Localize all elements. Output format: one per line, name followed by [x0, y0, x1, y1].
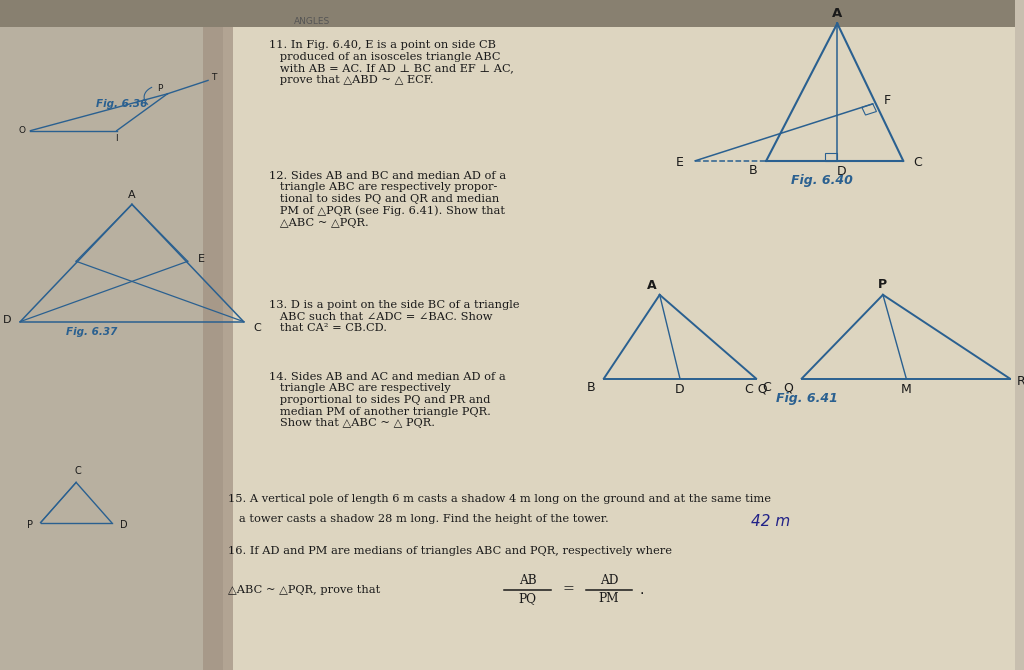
Text: AB: AB: [519, 574, 537, 588]
Text: Fig. 6.40: Fig. 6.40: [792, 174, 853, 187]
Text: 13. D is a point on the side BC of a triangle
   ABC such that ∠ADC = ∠BAC. Show: 13. D is a point on the side BC of a tri…: [269, 300, 519, 334]
Text: PQ: PQ: [519, 592, 537, 606]
Text: Q: Q: [783, 381, 794, 395]
Text: A: A: [647, 279, 656, 292]
Text: 15. A vertical pole of length 6 m casts a shadow 4 m long on the ground and at t: 15. A vertical pole of length 6 m casts …: [228, 494, 771, 504]
Text: ANGLES: ANGLES: [294, 17, 331, 25]
Text: Fig. 6.37: Fig. 6.37: [66, 327, 118, 337]
Text: P: P: [157, 84, 162, 93]
Polygon shape: [0, 0, 223, 670]
Text: E: E: [676, 156, 684, 170]
Text: 42 m: 42 m: [751, 514, 791, 529]
Text: E: E: [198, 254, 205, 263]
Text: C: C: [913, 156, 922, 170]
Text: D: D: [120, 520, 128, 530]
Text: B: B: [749, 164, 758, 178]
Text: 16. If AD and PM are medians of triangles ABC and PQR, respectively where: 16. If AD and PM are medians of triangle…: [228, 546, 673, 556]
Text: a tower casts a shadow 28 m long. Find the height of the tower.: a tower casts a shadow 28 m long. Find t…: [228, 514, 609, 524]
Text: C Q: C Q: [744, 382, 767, 395]
Text: A: A: [128, 190, 136, 200]
Polygon shape: [0, 0, 1015, 27]
Polygon shape: [203, 0, 233, 670]
Text: P: P: [879, 277, 888, 291]
Text: AD: AD: [600, 574, 618, 588]
Text: =: =: [562, 583, 574, 596]
Text: D: D: [837, 165, 846, 178]
Text: D: D: [675, 383, 685, 396]
Text: A: A: [833, 7, 843, 20]
Text: 12. Sides AB and BC and median AD of a
   triangle ABC are respectively propor-
: 12. Sides AB and BC and median AD of a t…: [269, 171, 506, 228]
Text: △ABC ~ △PQR, prove that: △ABC ~ △PQR, prove that: [228, 585, 381, 594]
Text: C: C: [75, 466, 82, 476]
Text: M: M: [901, 383, 911, 396]
Text: PM: PM: [599, 592, 620, 606]
Text: C: C: [253, 324, 261, 333]
Text: I: I: [116, 134, 118, 143]
Text: R: R: [1017, 375, 1024, 389]
Text: P: P: [28, 520, 34, 530]
Text: 14. Sides AB and AC and median AD of a
   triangle ABC are respectively
   propo: 14. Sides AB and AC and median AD of a t…: [269, 372, 506, 428]
Text: Fig. 6.41: Fig. 6.41: [776, 392, 838, 405]
Text: Fig. 6.36: Fig. 6.36: [96, 99, 147, 109]
Polygon shape: [223, 0, 1015, 670]
Text: C: C: [762, 381, 771, 395]
Text: O: O: [18, 126, 26, 135]
Text: B: B: [587, 381, 595, 395]
Text: T: T: [211, 72, 217, 82]
Text: D: D: [3, 316, 11, 325]
Text: F: F: [884, 94, 891, 107]
Text: .: .: [639, 583, 644, 596]
Text: 11. In Fig. 6.40, E is a point on side CB
   produced of an isosceles triangle A: 11. In Fig. 6.40, E is a point on side C…: [269, 40, 514, 85]
